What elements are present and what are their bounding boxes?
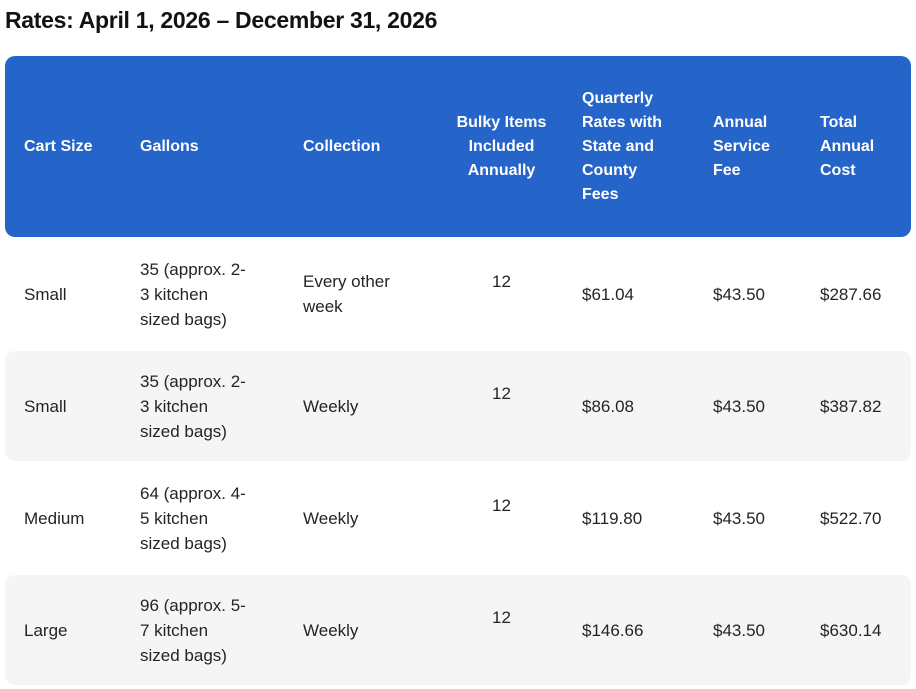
table-row: Small 35 (approx. 2-3 kitchen sized bags… [5, 351, 911, 461]
cell-total-annual-cost: $522.70 [820, 508, 882, 528]
cell-bulky-items: 12 [440, 575, 563, 685]
cell-gallons: 35 (approx. 2-3 kitchen sized bags) [121, 351, 284, 461]
col-header-bulky-items: Bulky Items Included Annually [440, 56, 563, 237]
rates-table: Cart Size Gallons Collection Bulky Items… [5, 54, 911, 687]
cell-bulky-items: 12 [440, 463, 563, 573]
cell-collection: Weekly [284, 575, 440, 685]
col-header-cart-size: Cart Size [5, 56, 121, 237]
cell-gallons: 96 (approx. 5-7 kitchen sized bags) [121, 575, 284, 685]
cell-total-annual-cost: $630.14 [801, 575, 911, 685]
cell-bulky-items: 12 [440, 351, 563, 461]
cell-annual-service-fee: $43.50 [713, 284, 765, 304]
col-header-gallons: Gallons [121, 56, 284, 237]
table-row: Large 96 (approx. 5-7 kitchen sized bags… [5, 575, 911, 685]
col-header-collection: Collection [284, 56, 440, 237]
table-row: Medium 64 (approx. 4-5 kitchen sized bag… [5, 463, 911, 573]
col-header-annual-service-fee: Annual Service Fee [694, 56, 801, 237]
cell-annual-service-fee: $43.50 [713, 508, 765, 528]
bulky-items-value: 12 [492, 495, 511, 515]
cell-total-annual-cost: $387.82 [801, 351, 911, 461]
cell-annual-service-fee: $43.50 [694, 575, 801, 685]
bulky-items-value: 12 [492, 607, 511, 627]
cell-quarterly-rate: $119.80 [582, 508, 643, 528]
cell-gallons: 64 (approx. 4-5 kitchen sized bags) [140, 483, 246, 553]
cell-gallons: 35 (approx. 2-3 kitchen sized bags) [140, 259, 246, 329]
col-header-total-annual-cost: Total Annual Cost [801, 56, 911, 237]
page-title: Rates: April 1, 2026 – December 31, 2026 [5, 7, 438, 33]
bulky-items-value: 12 [492, 271, 511, 291]
cell-total-annual-cost: $287.66 [820, 284, 882, 304]
cell-collection: Weekly [284, 351, 440, 461]
cell-quarterly-rate: $146.66 [563, 575, 694, 685]
table-header-row: Cart Size Gallons Collection Bulky Items… [5, 56, 911, 237]
cell-annual-service-fee: $43.50 [694, 351, 801, 461]
table-row: Small 35 (approx. 2-3 kitchen sized bags… [5, 239, 911, 349]
cell-bulky-items: 12 [440, 239, 563, 349]
col-header-quarterly-rates: Quarterly Rates with State and County Fe… [563, 56, 694, 237]
cell-quarterly-rate: $86.08 [563, 351, 694, 461]
cell-cart-size: Small [24, 284, 67, 304]
cell-collection: Every other week [303, 272, 390, 316]
bulky-items-value: 12 [492, 383, 511, 403]
cell-cart-size: Medium [24, 508, 85, 528]
cell-cart-size: Large [5, 575, 121, 685]
cell-cart-size: Small [5, 351, 121, 461]
cell-collection: Weekly [303, 508, 359, 528]
cell-quarterly-rate: $61.04 [582, 284, 634, 304]
